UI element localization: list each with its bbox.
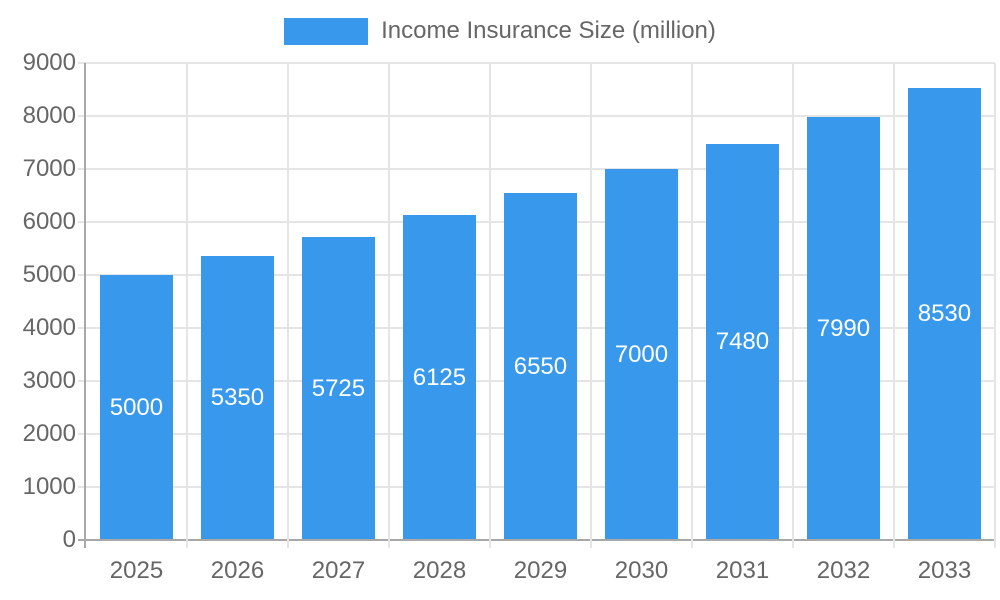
v-gridline — [792, 63, 794, 540]
y-tick-label: 7000 — [22, 155, 76, 182]
x-tick-label: 2025 — [109, 557, 164, 584]
x-tick-label: 2030 — [614, 557, 669, 584]
y-tick-label: 3000 — [22, 367, 76, 394]
legend-label: Income Insurance Size (million) — [381, 17, 716, 44]
x-tick — [388, 540, 390, 548]
bar-2032[interactable] — [807, 117, 880, 539]
y-tick — [78, 539, 86, 541]
legend[interactable]: Income Insurance Size (million) — [0, 16, 1000, 46]
bar-value-label: 7990 — [816, 314, 871, 342]
bar-2031[interactable] — [706, 144, 779, 539]
h-gridline — [86, 62, 995, 64]
bar-value-label: 7000 — [614, 340, 669, 368]
x-tick-label: 2029 — [513, 557, 568, 584]
v-gridline — [388, 63, 390, 540]
y-tick-label: 2000 — [22, 420, 76, 447]
v-gridline — [590, 63, 592, 540]
y-tick — [78, 62, 86, 64]
v-gridline — [489, 63, 491, 540]
y-tick-label: 4000 — [22, 314, 76, 341]
y-tick — [78, 380, 86, 382]
y-tick — [78, 168, 86, 170]
bar-2025[interactable] — [100, 275, 173, 539]
y-tick — [78, 486, 86, 488]
x-tick — [287, 540, 289, 548]
bar-2033[interactable] — [908, 88, 981, 539]
x-tick — [590, 540, 592, 548]
v-gridline — [287, 63, 289, 540]
y-tick — [78, 115, 86, 117]
x-tick-label: 2033 — [917, 557, 972, 584]
v-gridline — [691, 63, 693, 540]
x-tick — [994, 540, 996, 548]
x-tick — [893, 540, 895, 548]
bar-value-label: 6550 — [513, 352, 568, 380]
x-tick — [489, 540, 491, 548]
h-gridline — [86, 168, 995, 170]
bar-2029[interactable] — [504, 193, 577, 539]
y-tick-label: 5000 — [22, 261, 76, 288]
bar-2028[interactable] — [403, 215, 476, 539]
y-tick-label: 1000 — [22, 473, 76, 500]
v-gridline — [994, 63, 996, 540]
bar-value-label: 5000 — [109, 393, 164, 421]
x-tick-label: 2026 — [210, 557, 265, 584]
y-axis-line — [84, 63, 86, 540]
y-tick-label: 8000 — [22, 102, 76, 129]
bar-value-label: 6125 — [412, 363, 467, 391]
x-tick — [691, 540, 693, 548]
bar-2027[interactable] — [302, 237, 375, 539]
bar-value-label: 5350 — [210, 384, 265, 411]
x-tick — [792, 540, 794, 548]
y-tick-label: 9000 — [22, 49, 76, 76]
bar-value-label: 7480 — [715, 328, 770, 355]
y-tick — [78, 327, 86, 329]
bar-2030[interactable] — [605, 169, 678, 539]
v-gridline — [186, 63, 188, 540]
x-axis-baseline — [86, 539, 995, 541]
x-tick — [84, 540, 86, 548]
legend-swatch — [284, 17, 369, 45]
bar-2026[interactable] — [201, 256, 274, 539]
y-tick — [78, 221, 86, 223]
x-tick-label: 2032 — [816, 557, 871, 584]
bar-value-label: 5725 — [311, 374, 366, 402]
h-gridline — [86, 115, 995, 117]
bar-value-label: 8530 — [917, 300, 972, 327]
y-tick — [78, 433, 86, 435]
y-tick-label: 6000 — [22, 208, 76, 235]
x-tick — [186, 540, 188, 548]
x-tick-label: 2031 — [715, 557, 770, 584]
v-gridline — [893, 63, 895, 540]
y-tick-label: 0 — [62, 526, 76, 553]
x-tick-label: 2028 — [412, 557, 467, 584]
x-tick-label: 2027 — [311, 557, 366, 584]
y-tick — [78, 274, 86, 276]
